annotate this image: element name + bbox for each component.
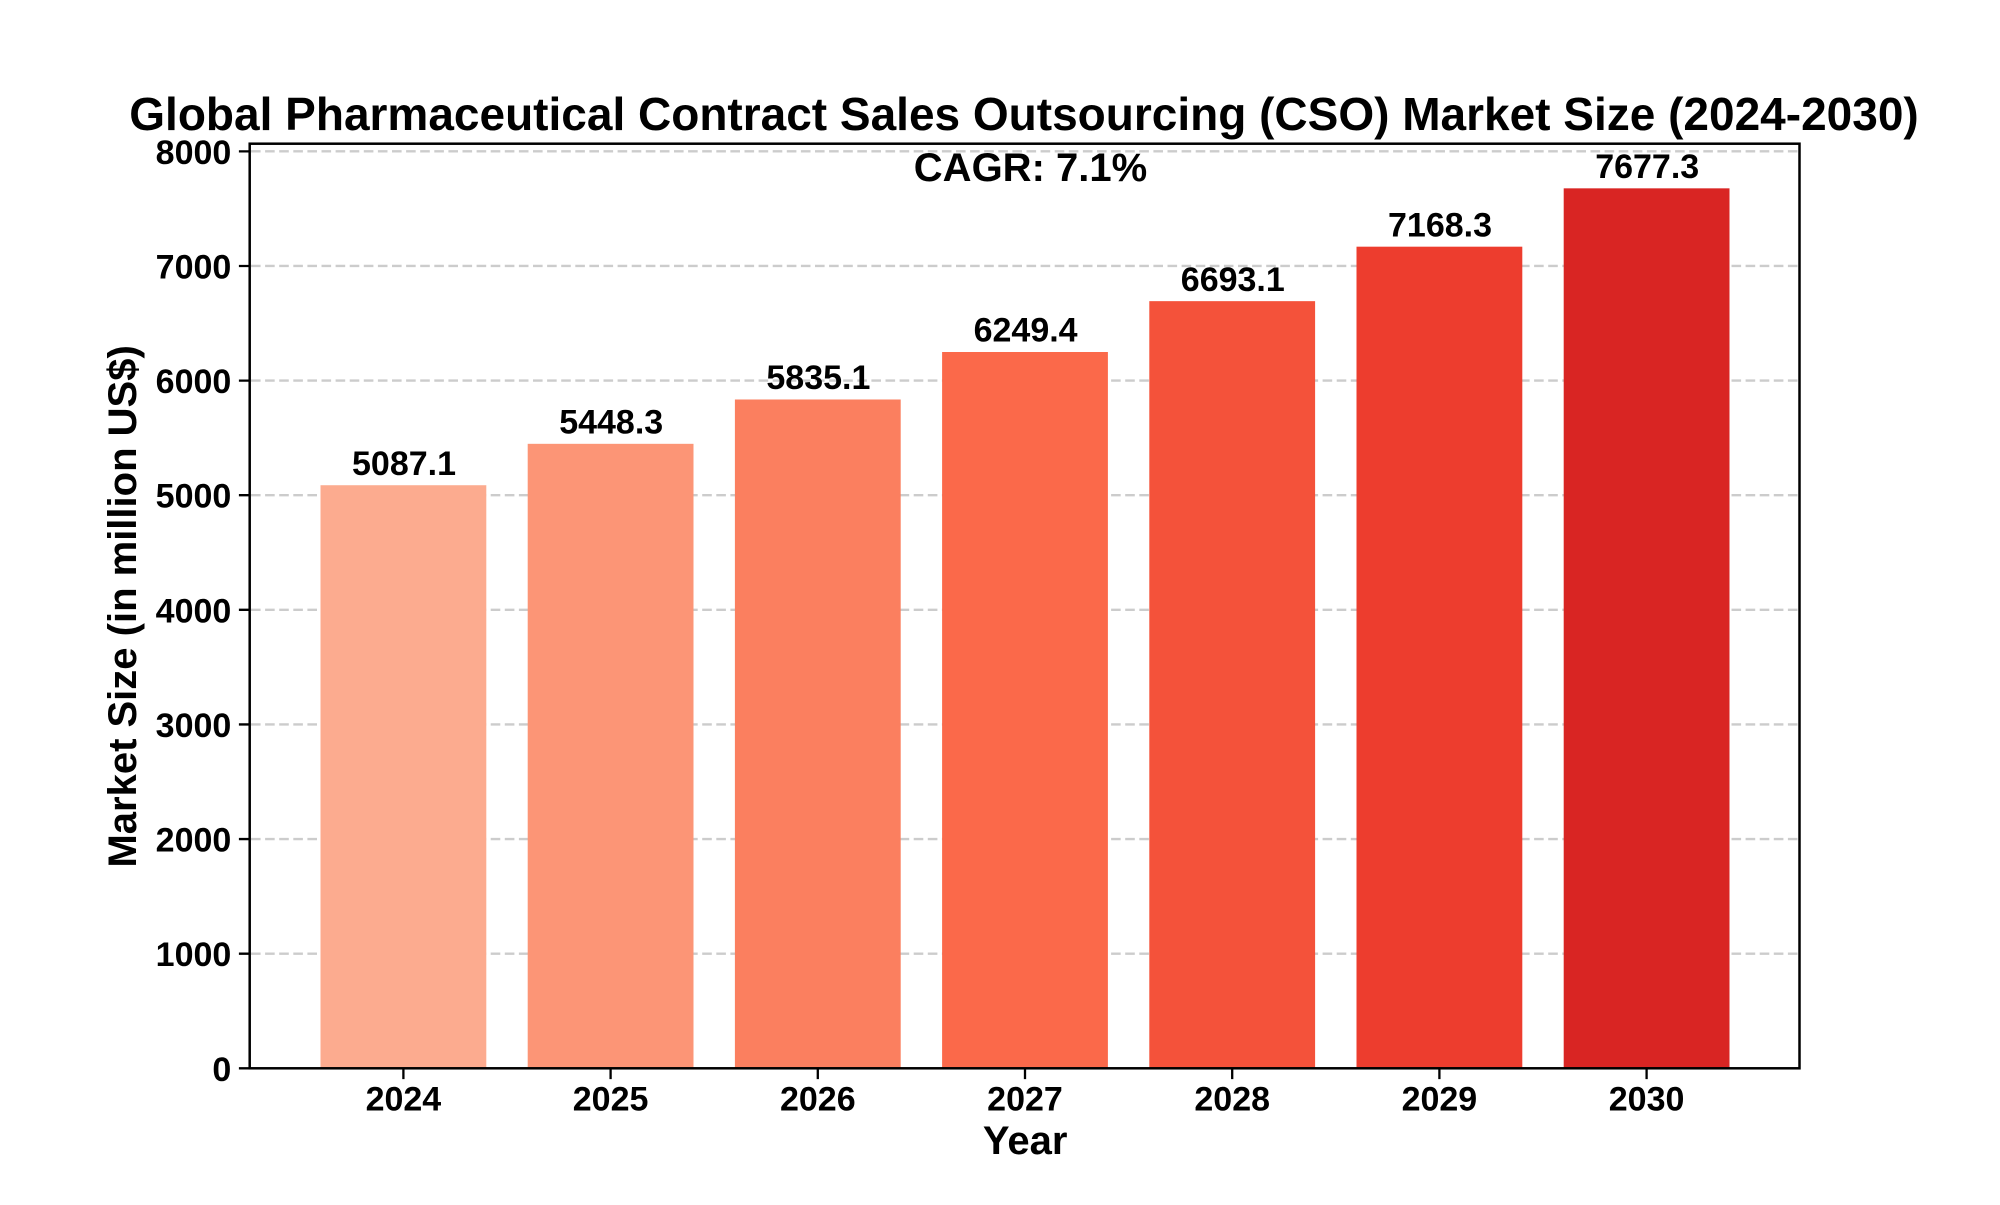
svg-text:3000: 3000 xyxy=(156,707,232,745)
svg-text:7677.3: 7677.3 xyxy=(1595,148,1699,186)
svg-text:5087.1: 5087.1 xyxy=(352,445,456,483)
svg-text:6249.4: 6249.4 xyxy=(974,312,1078,350)
svg-text:2028: 2028 xyxy=(1194,1080,1270,1118)
svg-text:6693.1: 6693.1 xyxy=(1181,261,1285,299)
svg-text:0: 0 xyxy=(212,1051,231,1089)
svg-text:Market Size (in million US$): Market Size (in million US$) xyxy=(101,345,145,867)
svg-text:2027: 2027 xyxy=(987,1080,1063,1118)
svg-text:Global Pharmaceutical Contract: Global Pharmaceutical Contract Sales Out… xyxy=(129,88,1918,140)
svg-text:1000: 1000 xyxy=(156,936,232,974)
svg-text:CAGR: 7.1%: CAGR: 7.1% xyxy=(914,146,1147,190)
svg-text:7168.3: 7168.3 xyxy=(1388,206,1492,244)
svg-text:7000: 7000 xyxy=(156,248,232,286)
svg-text:5448.3: 5448.3 xyxy=(559,403,663,441)
svg-text:6000: 6000 xyxy=(156,363,232,401)
svg-text:Year: Year xyxy=(983,1119,1068,1163)
svg-text:2029: 2029 xyxy=(1402,1080,1478,1118)
svg-text:2024: 2024 xyxy=(366,1080,442,1118)
svg-text:4000: 4000 xyxy=(156,592,232,630)
svg-text:2000: 2000 xyxy=(156,822,232,860)
svg-text:5835.1: 5835.1 xyxy=(766,359,870,397)
svg-text:2030: 2030 xyxy=(1609,1080,1685,1118)
svg-text:5000: 5000 xyxy=(156,478,232,516)
svg-text:8000: 8000 xyxy=(156,134,232,172)
svg-text:2025: 2025 xyxy=(573,1080,649,1118)
svg-text:2026: 2026 xyxy=(780,1080,856,1118)
